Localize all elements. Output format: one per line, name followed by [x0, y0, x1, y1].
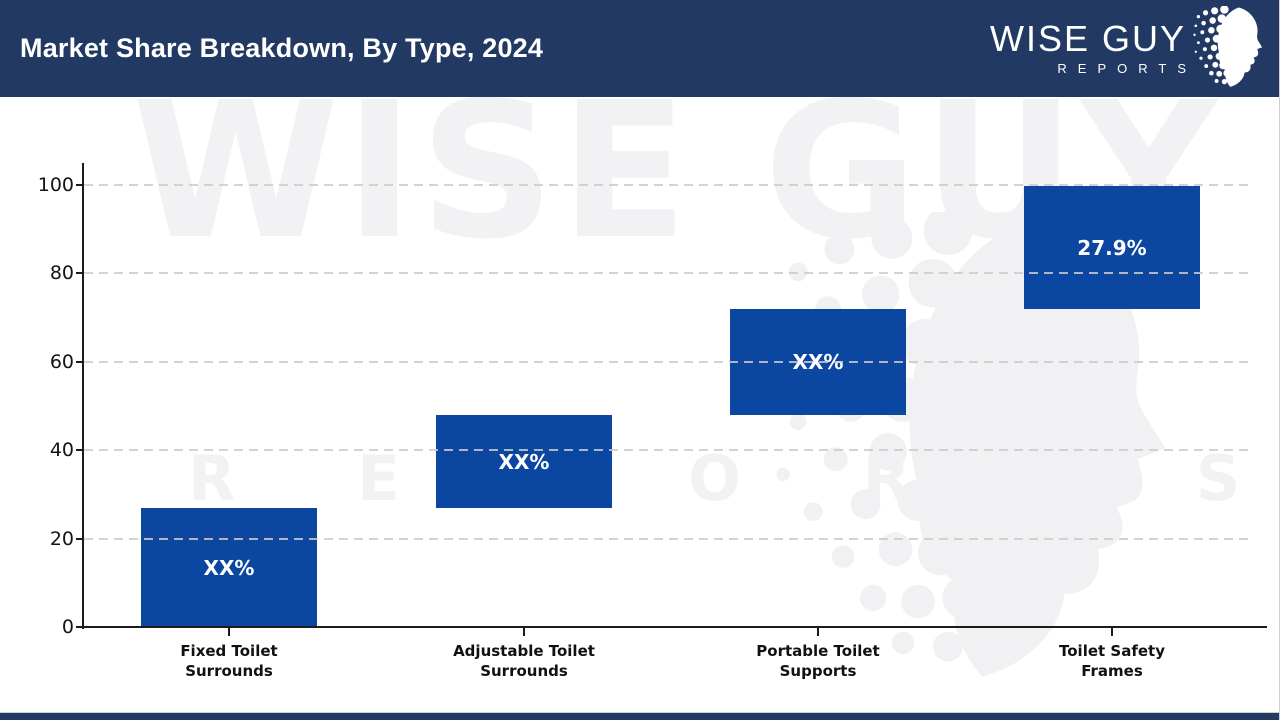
category-label-2: Adjustable Toilet Surrounds: [453, 642, 595, 680]
y-tick-label-40: 40: [49, 439, 74, 462]
gridline-100: [84, 184, 1252, 186]
footer-bar: [0, 712, 1280, 720]
x-tick-mark-4: [1111, 628, 1113, 636]
y-tick-mark-20: [76, 537, 84, 540]
y-tick-mark-60: [76, 360, 84, 363]
y-tick-label-100: 100: [37, 174, 74, 196]
bar-value-label-2: XX%: [498, 449, 550, 474]
chart-area: WISE GUY R E P O R T S 0 20 40 60 80 100 XX% XX…: [0, 97, 1280, 713]
y-tick-mark-100: [76, 184, 84, 186]
logo-text: WISE GUY REPORTS: [989, 18, 1186, 77]
bar-segment-1: XX%: [141, 508, 317, 627]
gridline-20: [84, 537, 1252, 540]
bar-value-label-4: 27.9%: [1077, 235, 1147, 260]
x-tick-mark-3: [817, 628, 819, 636]
page-title: Market Share Breakdown, By Type, 2024: [20, 33, 544, 63]
y-axis-line: [82, 163, 84, 629]
category-label-4: Toilet Safety Frames: [1059, 642, 1165, 680]
bar-segment-2: XX%: [436, 415, 612, 509]
gridline-40: [84, 449, 1252, 452]
wise-guy-reports-logo: WISE GUY REPORTS: [990, 6, 1266, 91]
y-tick-mark-0: [76, 626, 84, 628]
category-label-1: Fixed Toilet Surrounds: [180, 642, 278, 680]
y-tick-label-0: 0: [61, 616, 74, 638]
y-tick-label-20: 20: [49, 527, 74, 550]
y-tick-label-80: 80: [49, 262, 74, 285]
logo-name: WISE GUY: [989, 18, 1186, 59]
x-tick-mark-2: [523, 628, 525, 636]
y-tick-mark-40: [76, 449, 84, 452]
x-tick-mark-1: [228, 628, 230, 636]
gridline-60: [84, 360, 1252, 363]
x-axis-line: [83, 626, 1267, 628]
header-banner: Market Share Breakdown, By Type, 2024 WI…: [0, 0, 1280, 97]
logo-tagline: REPORTS: [1057, 61, 1197, 76]
logo-face-icon: [1193, 6, 1263, 87]
category-label-3: Portable Toilet Supports: [756, 642, 880, 680]
bar-segment-4: 27.9%: [1024, 185, 1200, 310]
gridline-80: [84, 272, 1252, 275]
y-tick-mark-80: [76, 272, 84, 275]
y-tick-label-60: 60: [49, 350, 74, 373]
bar-value-label-1: XX%: [203, 555, 255, 580]
